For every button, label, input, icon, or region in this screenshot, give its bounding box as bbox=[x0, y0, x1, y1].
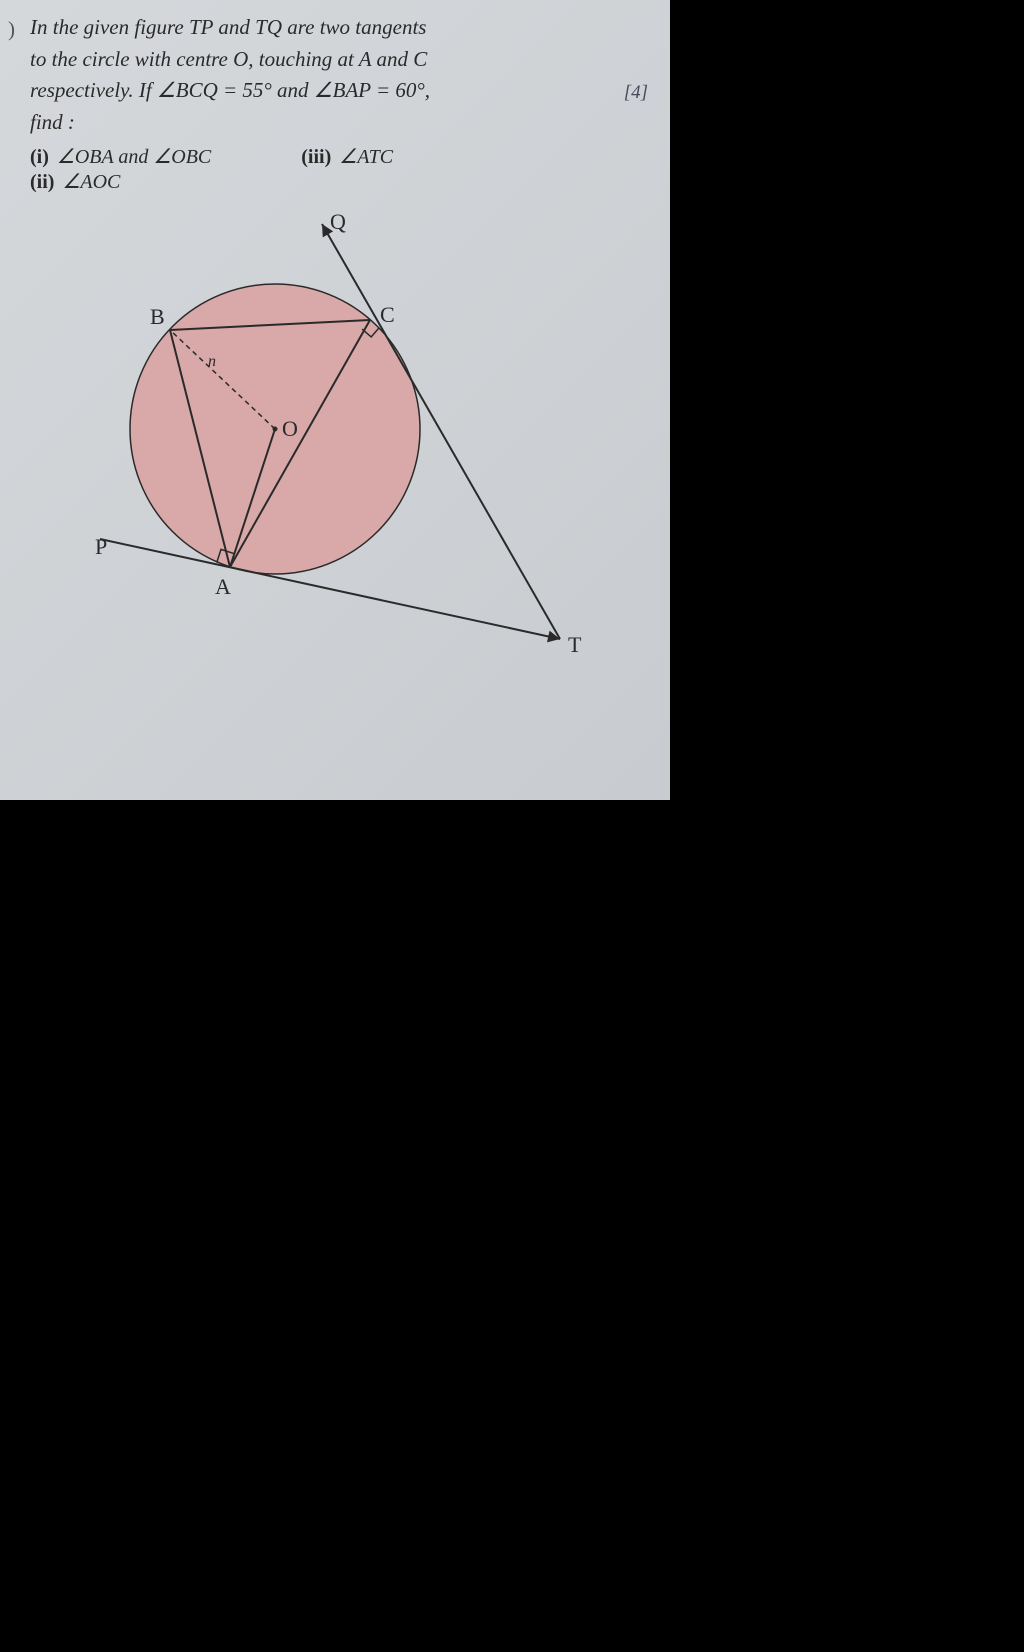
svg-text:P: P bbox=[95, 534, 107, 559]
geometry-figure: n O B C A Q P T bbox=[50, 204, 650, 689]
question-bullet: ) bbox=[8, 14, 15, 46]
part-ii: (ii) ∠AOC bbox=[30, 169, 650, 194]
part-iii-text: ∠ATC bbox=[339, 146, 393, 168]
svg-text:T: T bbox=[568, 632, 582, 657]
question-line4: find : bbox=[30, 110, 75, 134]
question-text: ) In the given figure TP and TQ are two … bbox=[30, 12, 650, 138]
part-iii: (iii) ∠ATC bbox=[301, 144, 393, 169]
part-ii-label: (ii) bbox=[30, 171, 54, 193]
svg-text:O: O bbox=[282, 416, 298, 441]
parts-row-1: (i) ∠OBA and ∠OBC (iii) ∠ATC bbox=[30, 144, 650, 169]
question-line2: to the circle with centre O, touching at… bbox=[30, 47, 427, 71]
svg-text:Q: Q bbox=[330, 209, 346, 234]
question-marks: [4] bbox=[624, 79, 648, 108]
question-parts: (i) ∠OBA and ∠OBC (iii) ∠ATC (ii) ∠AOC bbox=[30, 144, 650, 194]
page-container: ) In the given figure TP and TQ are two … bbox=[0, 0, 670, 800]
part-i-label: (i) bbox=[30, 146, 49, 168]
svg-text:B: B bbox=[150, 304, 165, 329]
svg-text:C: C bbox=[380, 302, 395, 327]
part-ii-text: ∠AOC bbox=[62, 171, 120, 193]
question-line3: respectively. If ∠BCQ = 55° and ∠BAP = 6… bbox=[30, 78, 430, 102]
svg-text:A: A bbox=[215, 574, 231, 599]
part-iii-label: (iii) bbox=[301, 146, 331, 168]
figure-svg: n O B C A Q P T bbox=[50, 204, 610, 684]
part-i: (i) ∠OBA and ∠OBC bbox=[30, 144, 211, 169]
question-line1: In the given figure TP and TQ are two ta… bbox=[30, 15, 426, 39]
svg-text:n: n bbox=[208, 353, 216, 370]
part-i-text: ∠OBA and ∠OBC bbox=[57, 146, 211, 168]
